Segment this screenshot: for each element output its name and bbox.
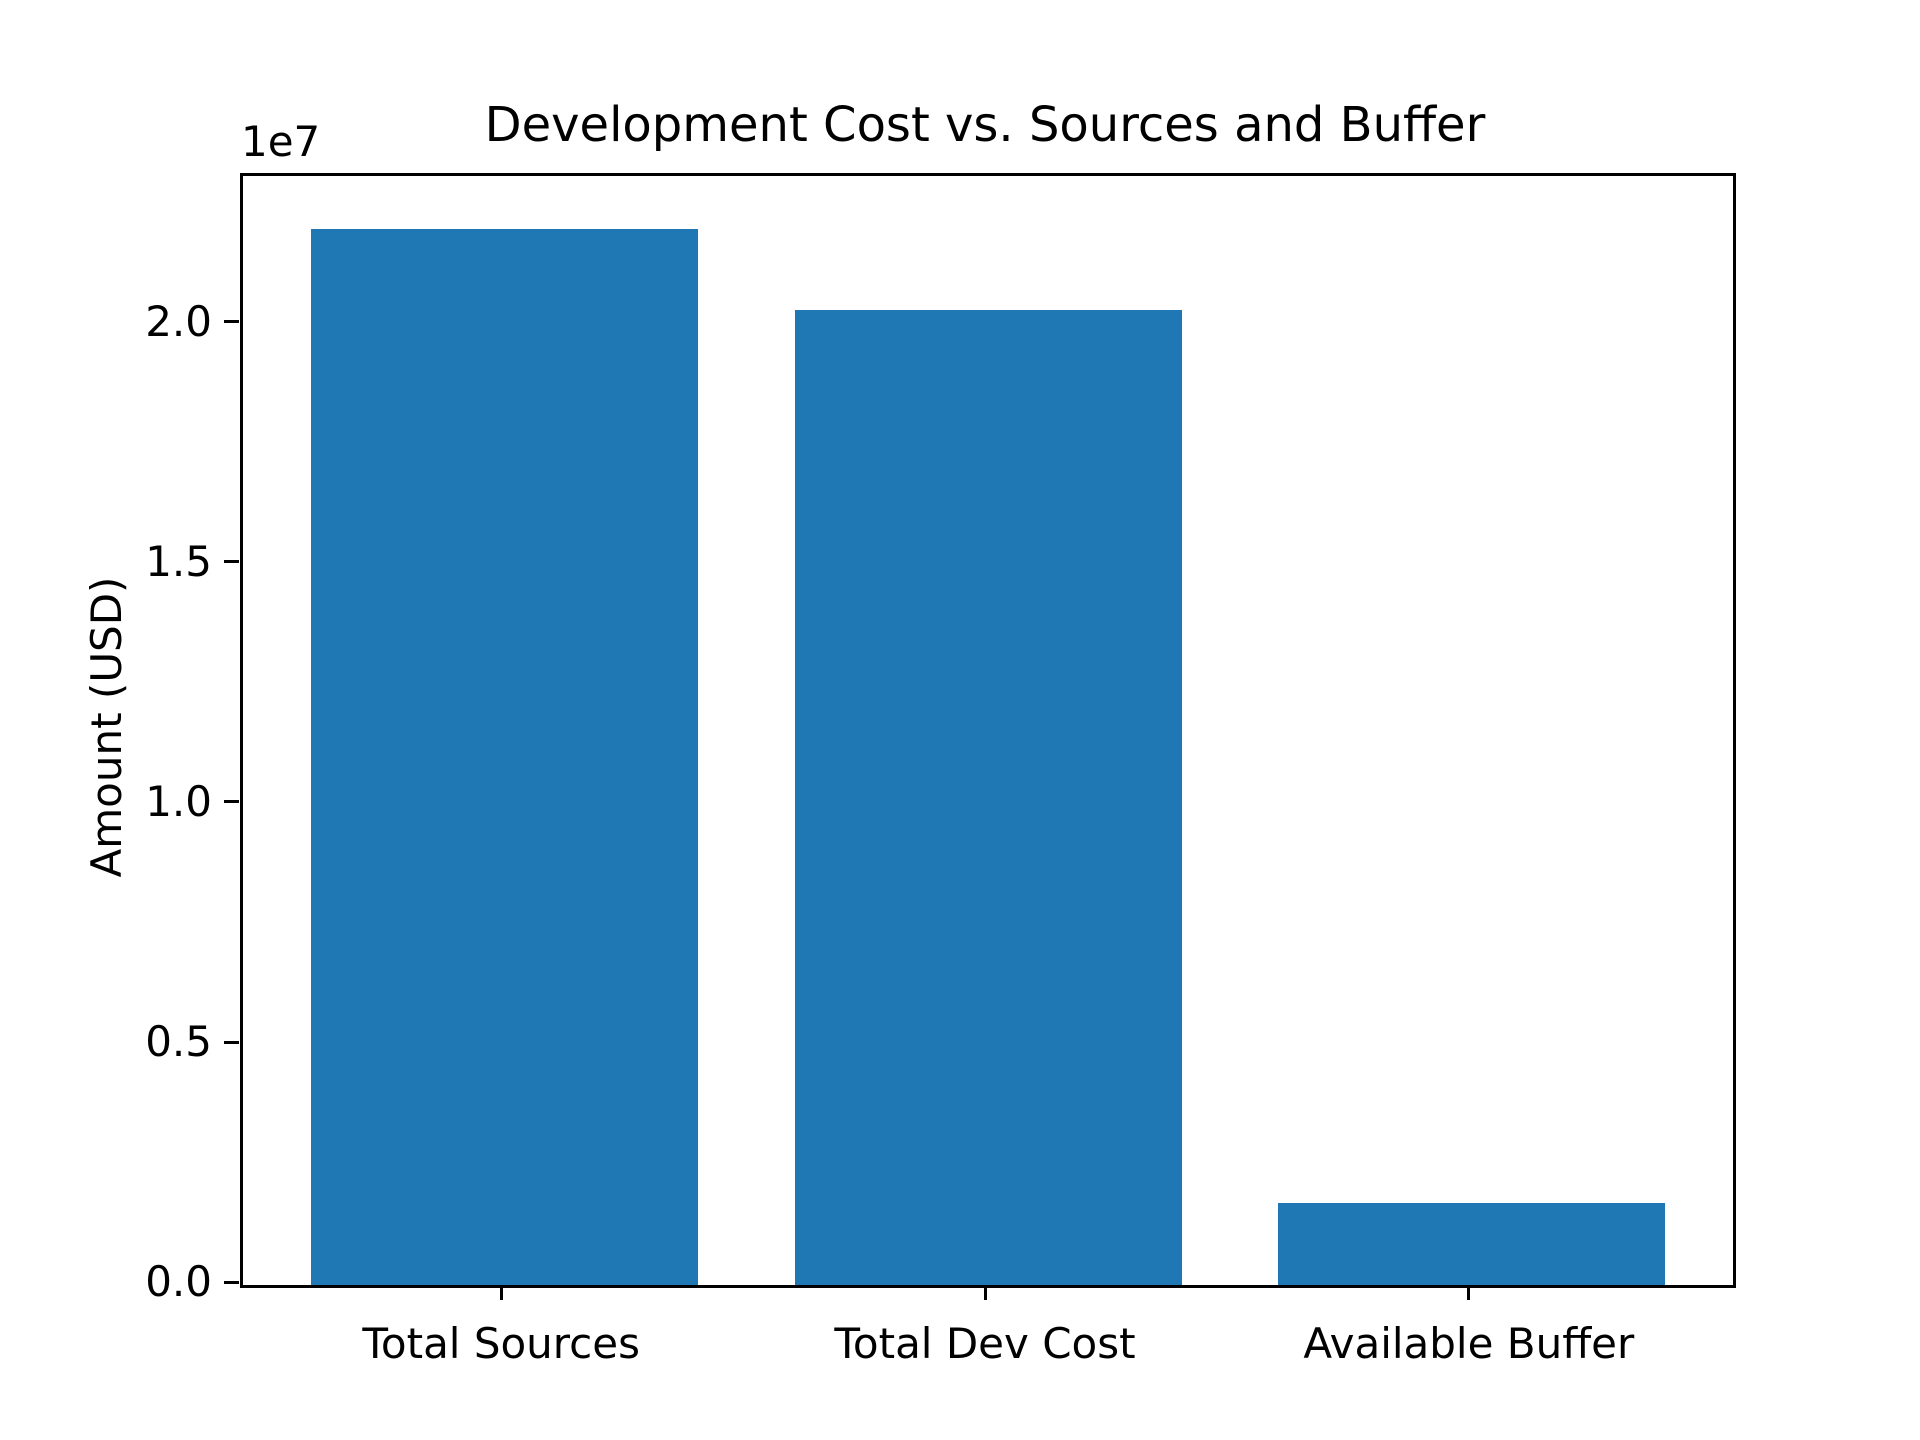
bar-total-sources <box>310 228 698 1285</box>
plot-area <box>240 173 1736 1288</box>
y-tick-mark <box>224 800 239 804</box>
y-tick-label: 0.5 <box>145 1017 212 1066</box>
x-tick-mark <box>983 1285 987 1300</box>
y-tick-label: 0.0 <box>145 1257 212 1306</box>
y-tick-mark <box>224 1040 239 1044</box>
y-tick-label: 2.0 <box>145 296 212 346</box>
x-tick-label-available-buffer: Available Buffer <box>1303 1319 1635 1368</box>
chart-title: Development Cost vs. Sources and Buffer <box>484 97 1486 153</box>
x-tick-mark <box>499 1285 503 1300</box>
x-tick-label-total-sources: Total Sources <box>362 1319 640 1368</box>
x-tick-label-total-dev-cost: Total Dev Cost <box>834 1319 1136 1368</box>
y-tick-mark <box>224 1280 239 1284</box>
y-tick-mark <box>224 320 239 324</box>
y-tick-label: 1.5 <box>145 536 212 586</box>
y-tick-label: 1.0 <box>145 776 212 826</box>
bar-total-dev-cost <box>794 310 1182 1285</box>
y-axis-offset-text: 1e7 <box>241 117 321 166</box>
bar-available-buffer <box>1278 1203 1666 1285</box>
y-tick-mark <box>224 560 239 564</box>
x-tick-mark <box>1467 1285 1471 1300</box>
